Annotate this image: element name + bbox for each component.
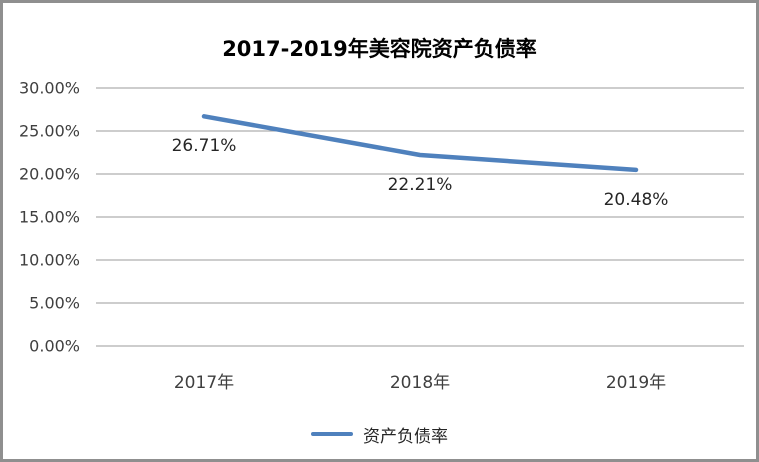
- legend: 资产负债率: [3, 421, 756, 447]
- gridlines: [96, 87, 744, 347]
- chart-title: 2017-2019年美容院资产负债率: [222, 37, 537, 61]
- legend-line-swatch-icon: [311, 432, 353, 436]
- plot-svg: [96, 87, 744, 347]
- series-line: [201, 114, 639, 173]
- legend-series-label: 资产负债率: [363, 426, 448, 447]
